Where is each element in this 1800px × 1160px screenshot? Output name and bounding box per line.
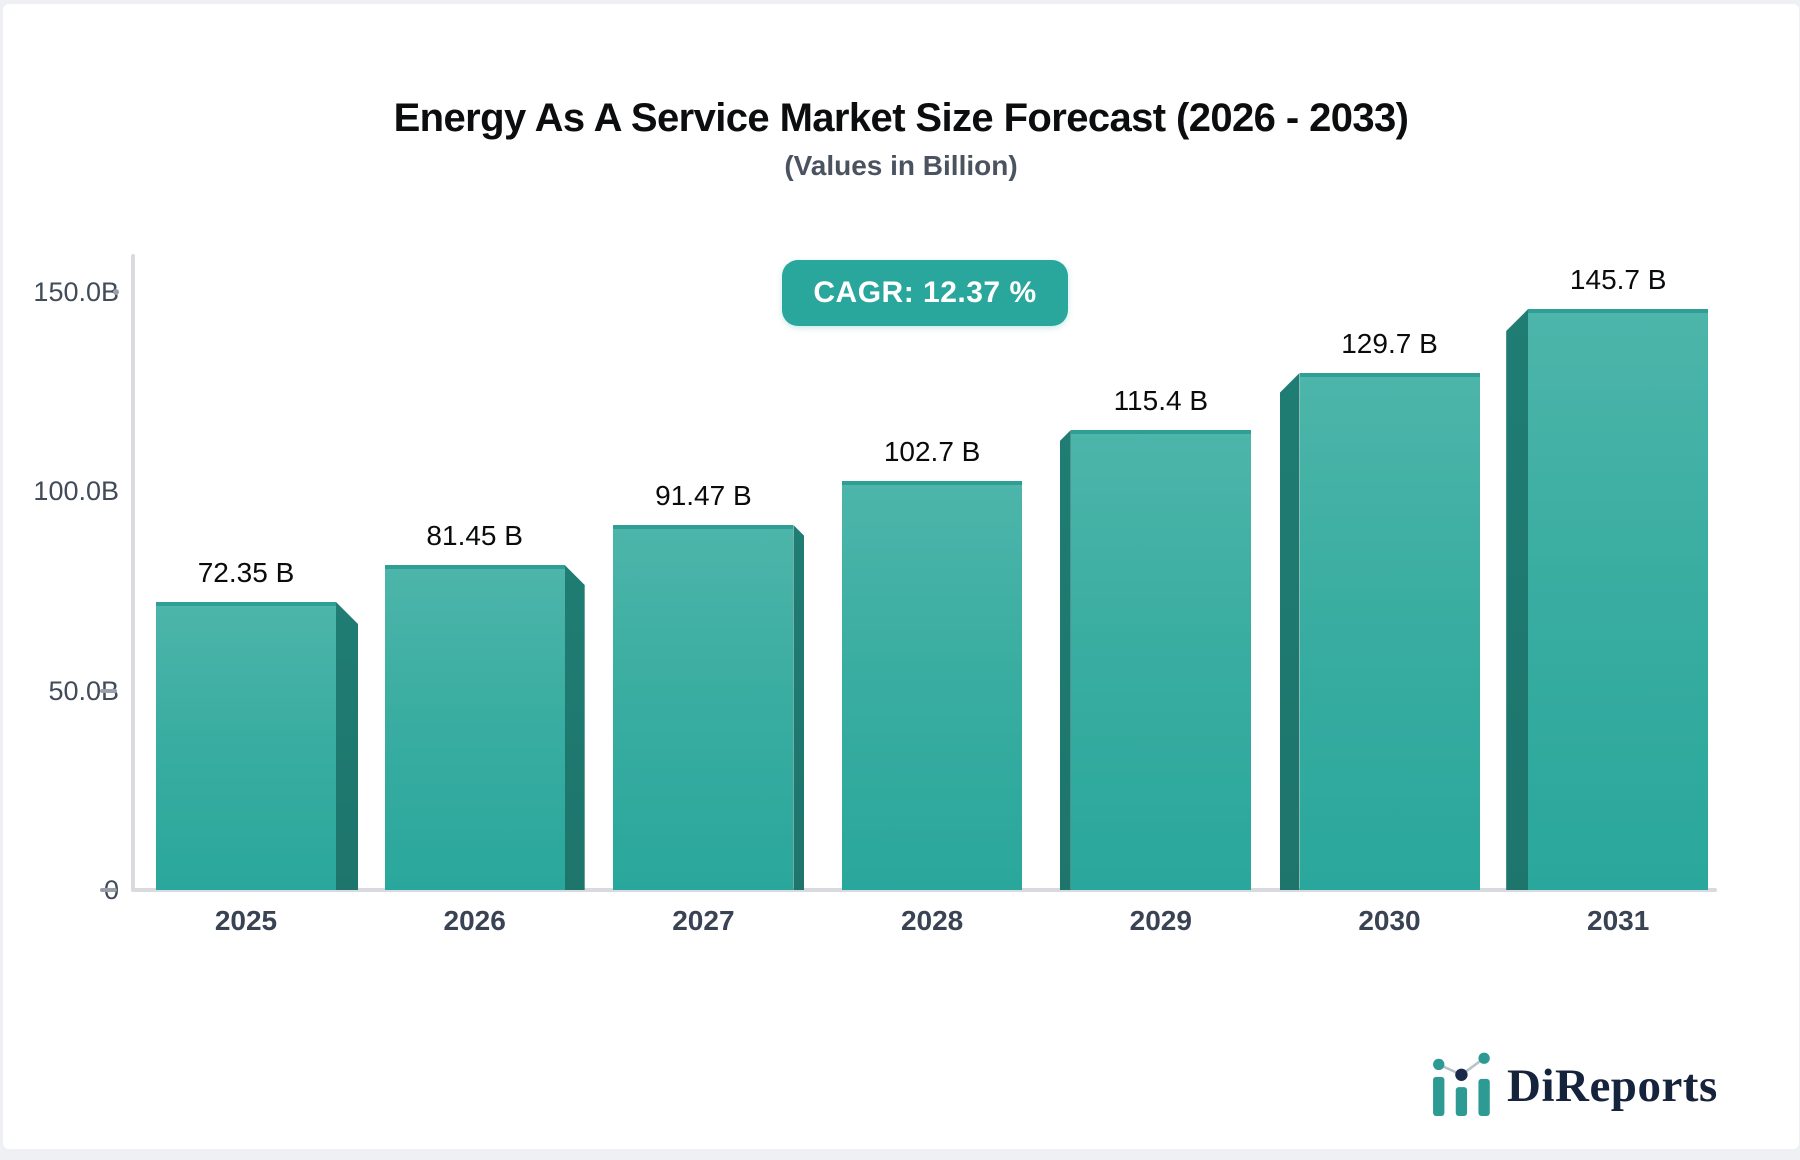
bar-2025[interactable] bbox=[156, 602, 336, 890]
bar-2029-side-face bbox=[1059, 430, 1071, 890]
y-tick-mark bbox=[100, 688, 117, 693]
bar-value-label-2031: 145.7 B bbox=[1569, 264, 1667, 295]
bar-2031[interactable] bbox=[1528, 309, 1709, 890]
x-axis-label-2029: 2029 bbox=[1129, 905, 1192, 936]
report-card: Energy As A Service Market Size Forecast… bbox=[3, 4, 1799, 1149]
brand-name: DiReports bbox=[1507, 1060, 1718, 1112]
bar-2030-side-face bbox=[1279, 373, 1300, 890]
x-axis-line bbox=[131, 888, 1717, 892]
bar-value-label-2026: 81.45 B bbox=[426, 520, 523, 551]
y-tick-label-150.0B: 150.0B bbox=[33, 277, 119, 307]
bar-value-label-2028: 102.7 B bbox=[883, 436, 981, 467]
x-axis-label-2030: 2030 bbox=[1358, 905, 1421, 936]
bar-value-label-2030: 129.7 B bbox=[1341, 328, 1438, 359]
bar-value-label-2029: 115.4 B bbox=[1113, 385, 1209, 416]
y-tick-mark bbox=[100, 888, 117, 892]
bar-2027[interactable] bbox=[613, 525, 794, 890]
brand-logo[interactable]: DiReports bbox=[1431, 1046, 1718, 1116]
y-tick-mark bbox=[113, 289, 119, 295]
bar-2025-side-face bbox=[336, 602, 358, 890]
cagr-badge: CAGR: 12.37 % bbox=[782, 260, 1068, 326]
bar-2031-side-face bbox=[1506, 309, 1529, 890]
bar-2029[interactable] bbox=[1070, 430, 1251, 890]
x-axis-label-2031: 2031 bbox=[1587, 905, 1650, 936]
brand-chart-icon bbox=[1433, 1052, 1490, 1116]
x-axis-label-2027: 2027 bbox=[672, 905, 735, 936]
x-axis-label-2028: 2028 bbox=[900, 905, 964, 936]
x-axis-label-2026: 2026 bbox=[443, 905, 506, 936]
bar-2027-side-face bbox=[793, 525, 805, 890]
y-tick-label-100.0B: 100.0B bbox=[33, 476, 119, 507]
bar-2026-side-face bbox=[564, 565, 585, 890]
bar-2026[interactable] bbox=[384, 565, 565, 890]
bar-2030[interactable] bbox=[1299, 373, 1480, 890]
y-axis-line bbox=[131, 254, 135, 890]
x-axis-label-2025: 2025 bbox=[214, 905, 278, 936]
bar-2028[interactable] bbox=[842, 481, 1023, 890]
chart-title: Energy As A Service Market Size Forecast… bbox=[393, 96, 1409, 140]
chart-subtitle: (Values in Billion) bbox=[784, 150, 1018, 181]
bar-value-label-2025: 72.35 B bbox=[197, 557, 295, 588]
bar-value-label-2027: 91.47 B bbox=[655, 480, 752, 511]
